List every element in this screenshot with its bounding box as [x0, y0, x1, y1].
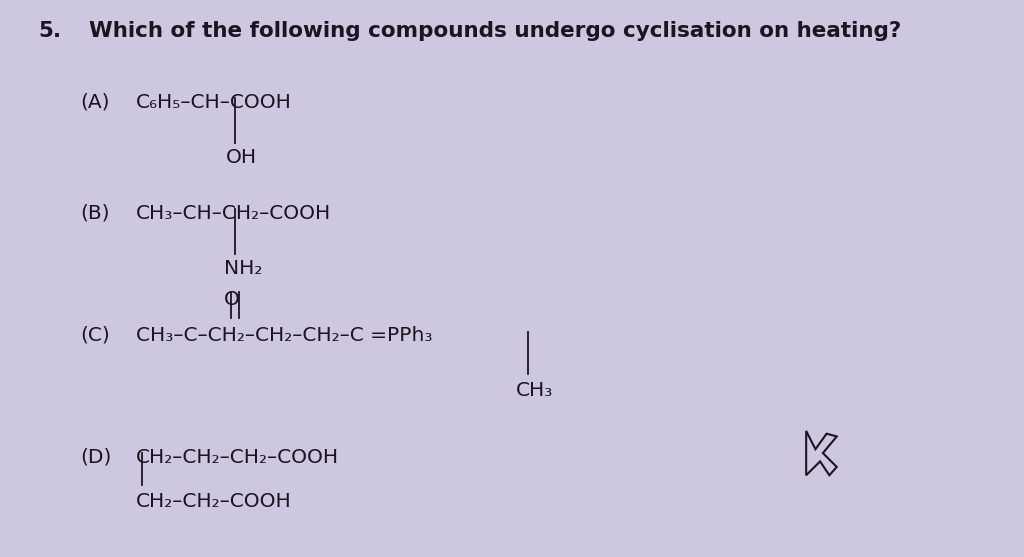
- Text: OH: OH: [225, 148, 257, 167]
- Text: (A): (A): [80, 93, 110, 112]
- Text: O: O: [224, 290, 240, 309]
- PathPatch shape: [806, 431, 837, 475]
- Text: CH₂–CH₂–CH₂–COOH: CH₂–CH₂–CH₂–COOH: [136, 447, 339, 467]
- Text: NH₂: NH₂: [224, 259, 262, 278]
- Text: CH₃–C–CH₂–CH₂–CH₂–C =PPh₃: CH₃–C–CH₂–CH₂–CH₂–C =PPh₃: [136, 326, 432, 345]
- Text: 5.: 5.: [39, 21, 61, 41]
- Text: CH₃: CH₃: [516, 381, 553, 400]
- Text: C₆H₅–CH–COOH: C₆H₅–CH–COOH: [136, 93, 292, 112]
- Text: (B): (B): [80, 204, 110, 223]
- Text: Which of the following compounds undergo cyclisation on heating?: Which of the following compounds undergo…: [89, 21, 902, 41]
- Text: (C): (C): [80, 326, 110, 345]
- Text: CH₂–CH₂–COOH: CH₂–CH₂–COOH: [136, 492, 292, 511]
- Text: (D): (D): [80, 447, 112, 467]
- Text: CH₃–CH–CH₂–COOH: CH₃–CH–CH₂–COOH: [136, 204, 331, 223]
